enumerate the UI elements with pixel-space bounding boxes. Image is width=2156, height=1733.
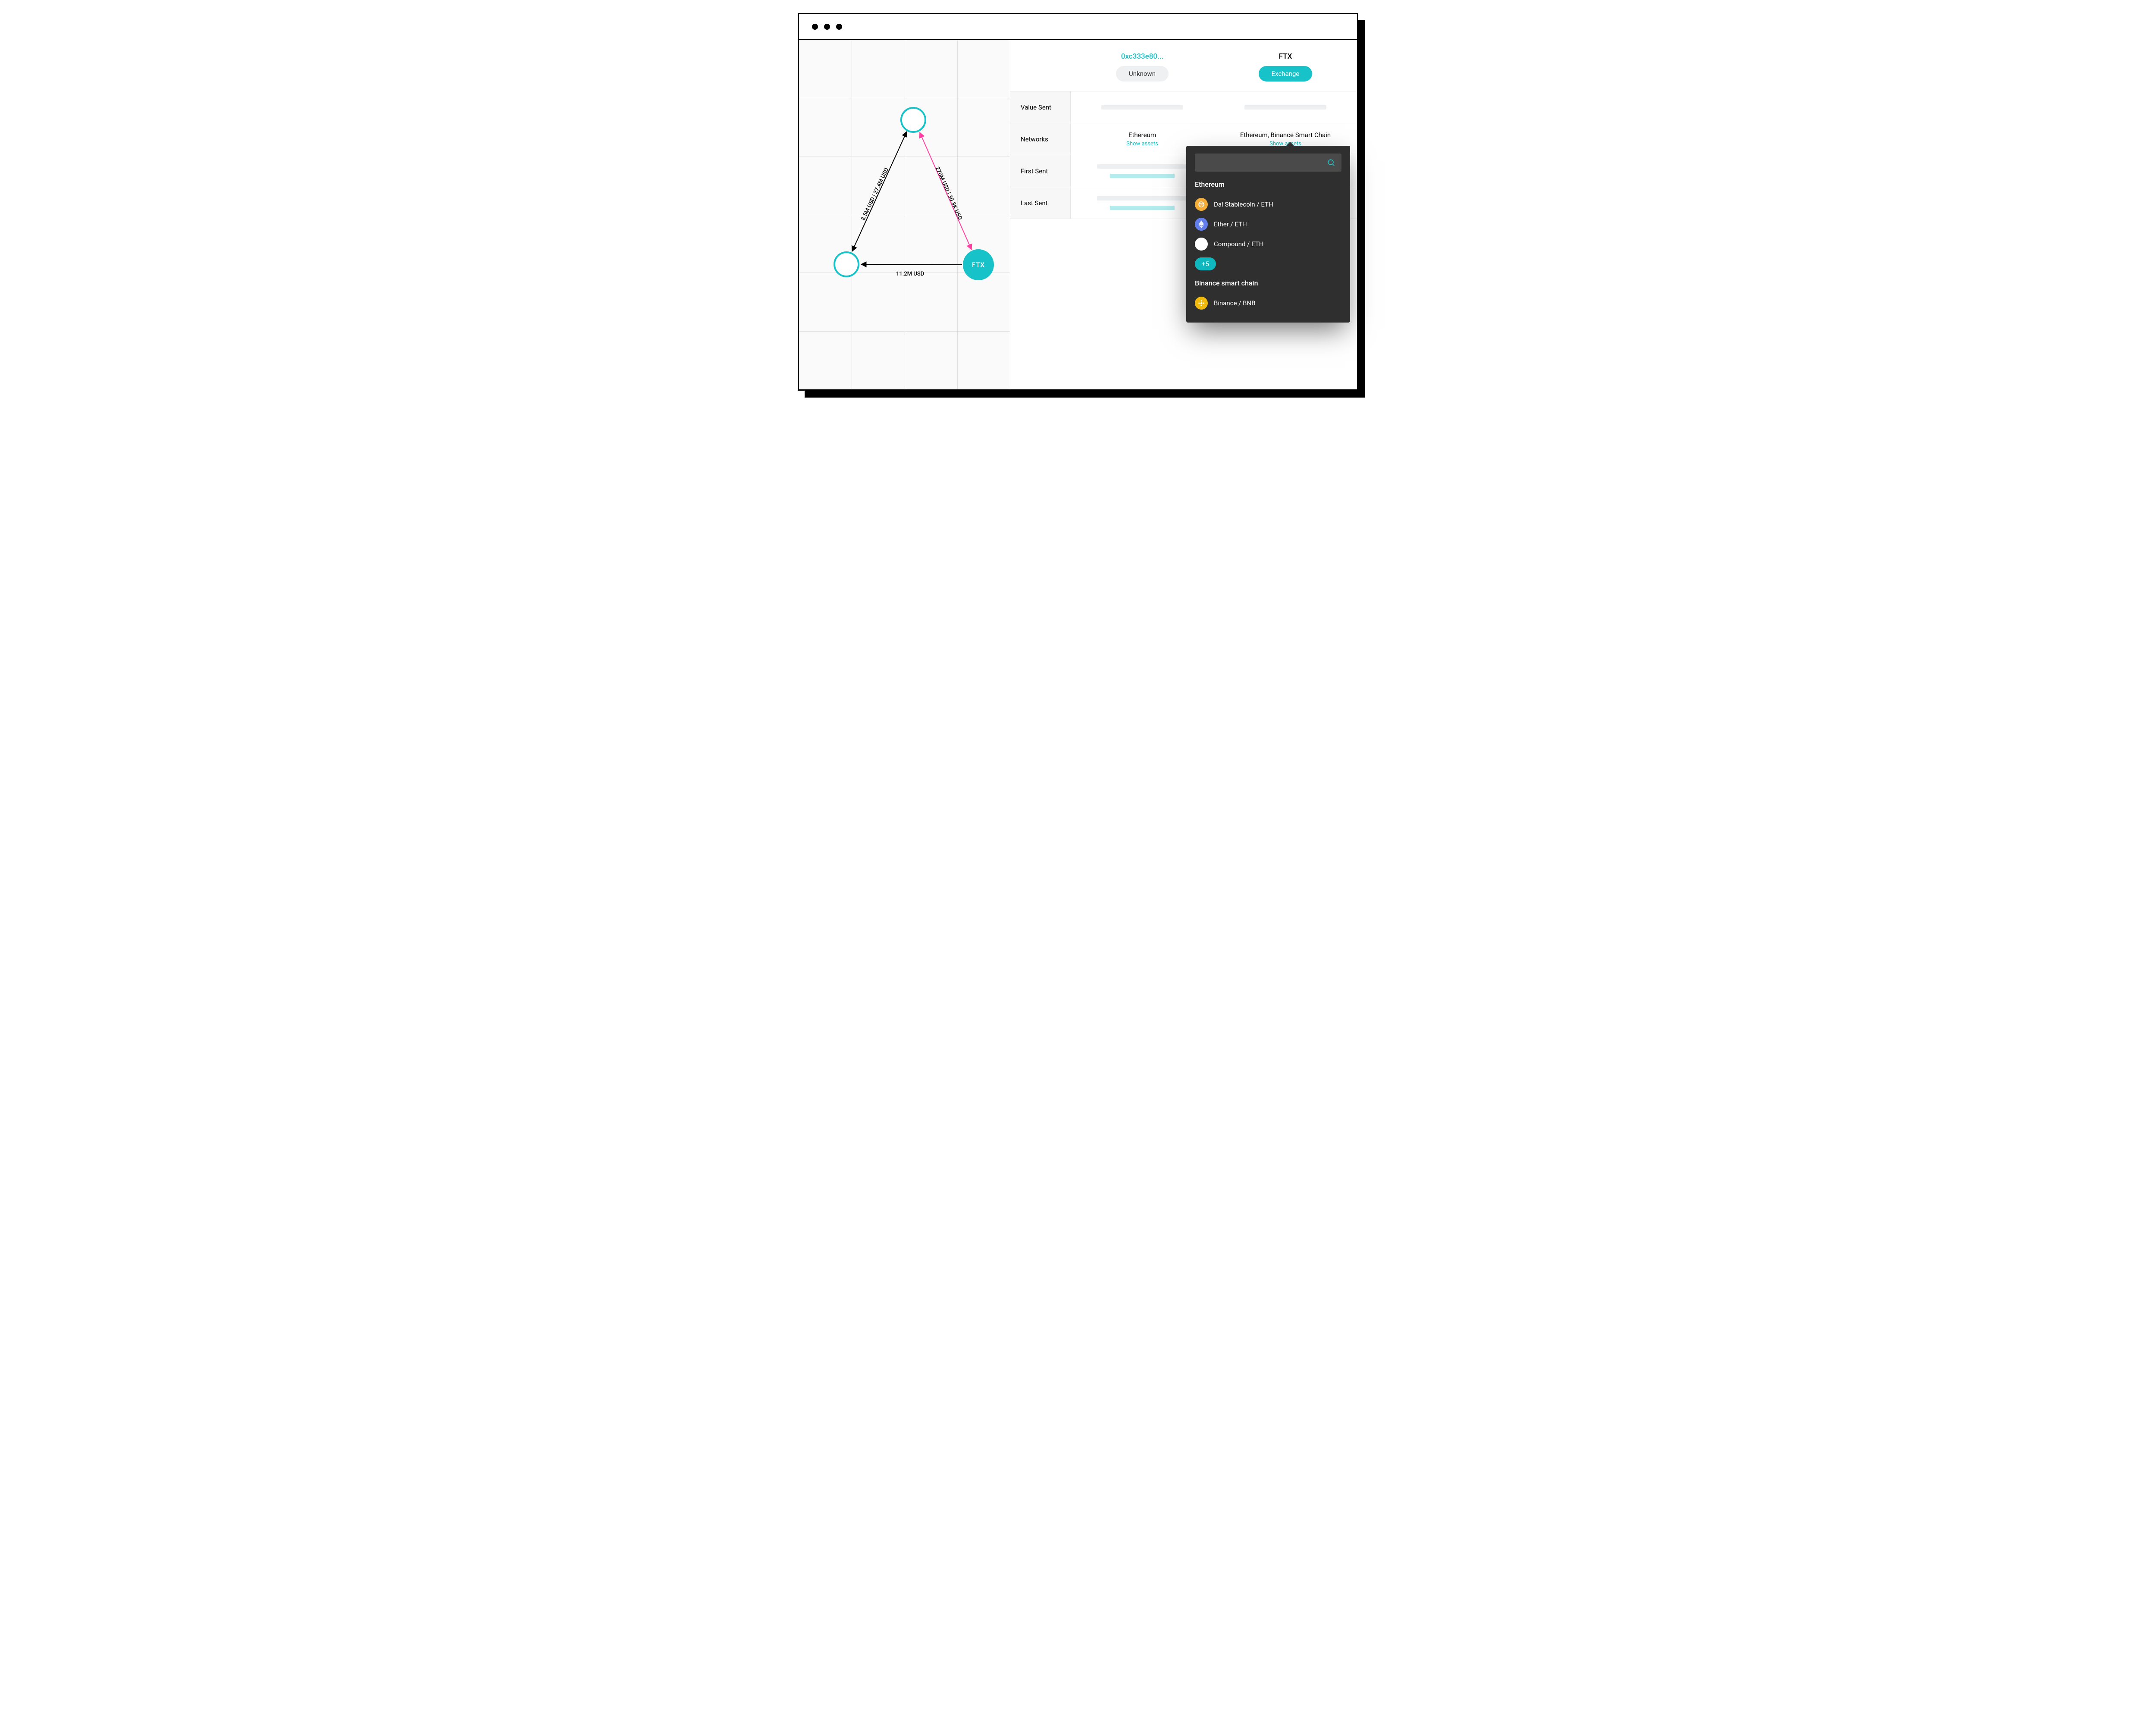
- asset-item[interactable]: Binance / BNB: [1195, 293, 1341, 313]
- networks-value: Ethereum, Binance Smart Chain: [1240, 131, 1331, 139]
- traffic-light-dot[interactable]: [812, 24, 818, 30]
- show-assets-link[interactable]: Show assets: [1126, 141, 1158, 147]
- titlebar: [799, 14, 1357, 40]
- binance-icon: [1195, 297, 1208, 310]
- row-label: First Sent: [1010, 155, 1071, 187]
- more-assets-badge[interactable]: +5: [1195, 257, 1216, 270]
- asset-item[interactable]: Compound / ETH: [1195, 234, 1341, 254]
- entity-type-pill[interactable]: Exchange: [1259, 66, 1313, 81]
- compound-icon: [1195, 238, 1208, 251]
- row-cell: [1214, 91, 1357, 123]
- entity-type-pill[interactable]: Unknown: [1116, 66, 1169, 81]
- traffic-light-dot[interactable]: [836, 24, 842, 30]
- asset-label: Dai Stablecoin / ETH: [1214, 201, 1273, 208]
- graph-pane: 8.5M USD | 27.4M USD 270M USD | 30.3K US…: [799, 40, 1010, 389]
- networks-value: Ethereum: [1128, 131, 1156, 139]
- detail-pane: 0xc333e80... Unknown FTX Exchange Value …: [1010, 40, 1357, 389]
- asset-label: Compound / ETH: [1214, 240, 1263, 248]
- entity-card-address: 0xc333e80... Unknown: [1071, 48, 1214, 91]
- entity-cards: 0xc333e80... Unknown FTX Exchange: [1010, 40, 1357, 91]
- graph-node-unknown-left[interactable]: [834, 251, 859, 277]
- row-label: Networks: [1010, 123, 1071, 155]
- traffic-light-dot[interactable]: [824, 24, 830, 30]
- graph-node-ftx[interactable]: FTX: [963, 249, 994, 280]
- asset-item[interactable]: Ether / ETH: [1195, 214, 1341, 234]
- search-icon: [1327, 158, 1335, 167]
- graph-edges: [799, 40, 1010, 389]
- asset-item[interactable]: Dai Stablecoin / ETH: [1195, 194, 1341, 214]
- asset-label: Ether / ETH: [1214, 220, 1247, 228]
- ethereum-icon: [1195, 218, 1208, 231]
- edge-label: 11.2M USD: [896, 271, 924, 277]
- popover-group-heading: Ethereum: [1195, 180, 1341, 188]
- table-row: Value Sent: [1010, 91, 1357, 123]
- entity-card-ftx: FTX Exchange: [1214, 48, 1357, 91]
- row-cell: [1071, 91, 1214, 123]
- graph-node-unknown-top[interactable]: [900, 107, 926, 133]
- row-label: Last Sent: [1010, 187, 1071, 219]
- dai-icon: [1195, 198, 1208, 211]
- popover-search[interactable]: [1195, 154, 1341, 172]
- popover-group-heading: Binance smart chain: [1195, 279, 1341, 287]
- asset-label: Binance / BNB: [1214, 299, 1256, 307]
- row-label: Value Sent: [1010, 91, 1071, 123]
- entity-title: FTX: [1214, 52, 1357, 61]
- assets-popover: Ethereum Dai Stablecoin / ETH Ether / ET…: [1186, 146, 1350, 323]
- entity-title[interactable]: 0xc333e80...: [1071, 52, 1214, 61]
- app-window: 8.5M USD | 27.4M USD 270M USD | 30.3K US…: [798, 13, 1358, 391]
